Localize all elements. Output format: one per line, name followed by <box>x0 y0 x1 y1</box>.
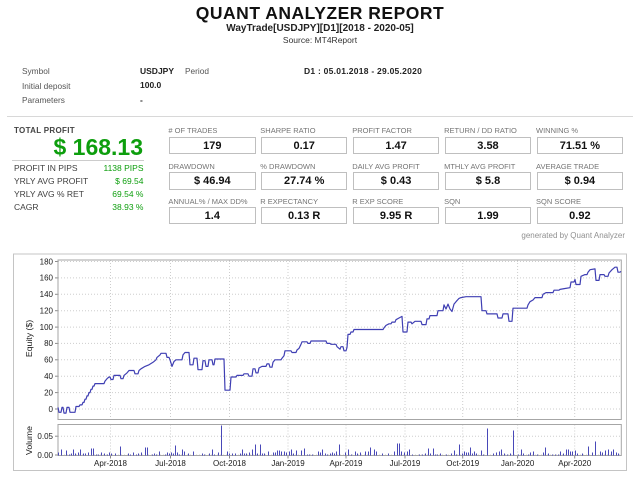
svg-text:0: 0 <box>49 405 54 414</box>
svg-text:100: 100 <box>40 323 54 332</box>
svg-text:Apr-2018: Apr-2018 <box>94 459 127 468</box>
svg-text:40: 40 <box>44 372 53 381</box>
svg-text:Jul-2018: Jul-2018 <box>155 459 186 468</box>
svg-text:180: 180 <box>40 257 54 266</box>
svg-text:60: 60 <box>44 356 53 365</box>
svg-text:20: 20 <box>44 388 53 397</box>
svg-text:Apr-2020: Apr-2020 <box>558 459 591 468</box>
svg-text:80: 80 <box>44 339 53 348</box>
svg-text:0.05: 0.05 <box>37 432 53 441</box>
svg-text:Equity ($): Equity ($) <box>24 320 34 357</box>
svg-text:Volume: Volume <box>24 426 34 455</box>
svg-text:Apr-2019: Apr-2019 <box>330 459 363 468</box>
svg-text:120: 120 <box>40 307 54 316</box>
svg-text:Jul-2019: Jul-2019 <box>390 459 421 468</box>
svg-text:Oct-2018: Oct-2018 <box>213 459 246 468</box>
svg-text:160: 160 <box>40 274 54 283</box>
svg-text:0.00: 0.00 <box>37 451 53 460</box>
svg-text:Jan-2019: Jan-2019 <box>271 459 305 468</box>
svg-text:Oct-2019: Oct-2019 <box>446 459 479 468</box>
svg-text:140: 140 <box>40 290 54 299</box>
svg-text:Jan-2020: Jan-2020 <box>501 459 535 468</box>
